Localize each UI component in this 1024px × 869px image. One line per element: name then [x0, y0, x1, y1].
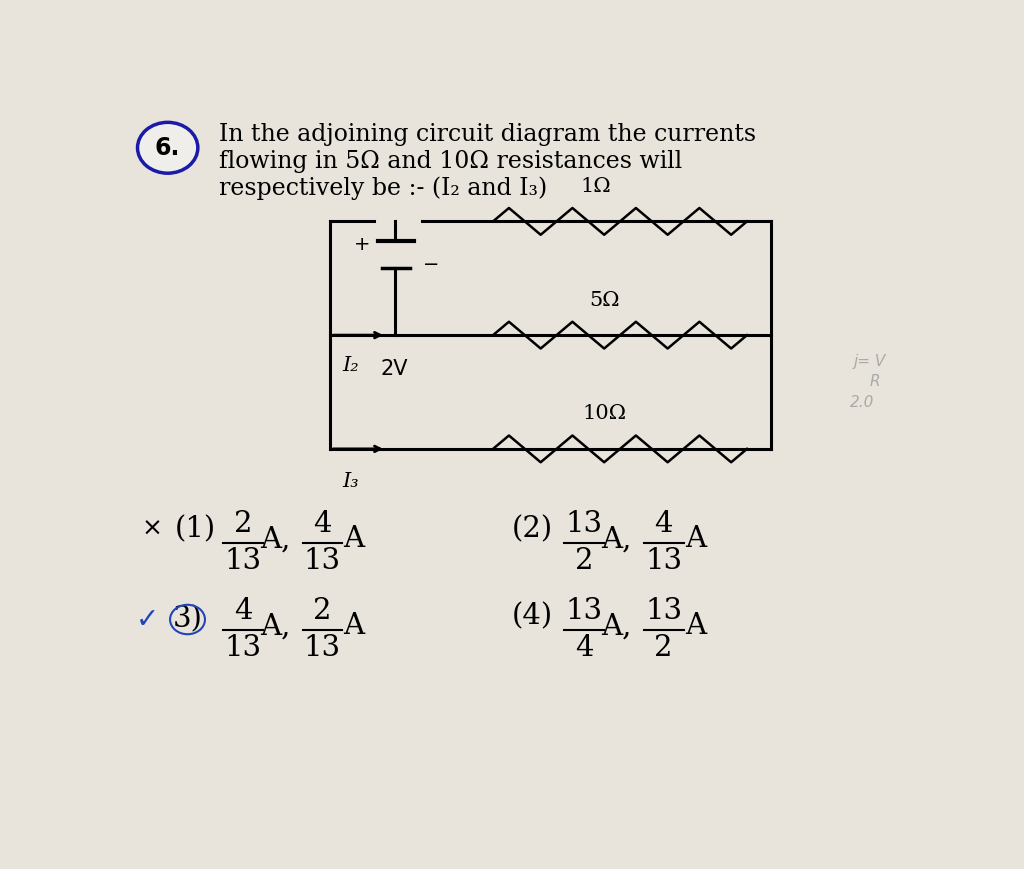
Text: 2V: 2V: [380, 359, 408, 379]
Text: 2: 2: [313, 597, 332, 625]
Text: j= V: j= V: [854, 355, 887, 369]
Text: 13: 13: [645, 597, 682, 625]
Circle shape: [137, 123, 198, 173]
Text: 4: 4: [233, 597, 252, 625]
Text: 2: 2: [233, 510, 252, 538]
Text: 13: 13: [304, 547, 341, 575]
Text: A: A: [344, 612, 365, 640]
Text: 1Ω: 1Ω: [581, 177, 611, 196]
Text: 13: 13: [224, 634, 262, 662]
Text: (2): (2): [512, 515, 553, 543]
Text: (4): (4): [512, 602, 553, 630]
Text: A,: A,: [601, 525, 631, 554]
Text: ✓: ✓: [136, 606, 160, 634]
Text: 2: 2: [654, 634, 673, 662]
Text: 4: 4: [654, 510, 673, 538]
Text: A,: A,: [601, 612, 631, 640]
Text: I₃: I₃: [342, 472, 358, 490]
Text: −: −: [423, 255, 439, 275]
Text: 13: 13: [224, 547, 262, 575]
Text: 13: 13: [565, 510, 603, 538]
Text: (1): (1): [175, 515, 216, 543]
Text: 6.: 6.: [155, 136, 180, 160]
Text: 13: 13: [565, 597, 603, 625]
Text: A: A: [344, 525, 365, 554]
Text: A,: A,: [260, 525, 290, 554]
Text: 2.0: 2.0: [850, 395, 874, 409]
Text: 4: 4: [313, 510, 332, 538]
Text: ×: ×: [141, 517, 163, 541]
Text: 3): 3): [173, 606, 203, 634]
Text: 10Ω: 10Ω: [583, 404, 626, 423]
Text: A: A: [685, 525, 706, 554]
Text: 2: 2: [575, 547, 594, 575]
Text: +: +: [353, 235, 370, 255]
Text: 5Ω: 5Ω: [589, 291, 620, 309]
Text: I₂: I₂: [342, 355, 358, 375]
Text: A: A: [685, 612, 706, 640]
Text: flowing in 5Ω and 10Ω resistances will: flowing in 5Ω and 10Ω resistances will: [219, 149, 683, 173]
Text: respectively be :- (I₂ and I₃): respectively be :- (I₂ and I₃): [219, 176, 548, 200]
Text: In the adjoining circuit diagram the currents: In the adjoining circuit diagram the cur…: [219, 123, 757, 146]
Text: R: R: [870, 375, 881, 389]
Text: A,: A,: [260, 612, 290, 640]
Text: 13: 13: [645, 547, 682, 575]
Text: 4: 4: [575, 634, 594, 662]
Text: 13: 13: [304, 634, 341, 662]
